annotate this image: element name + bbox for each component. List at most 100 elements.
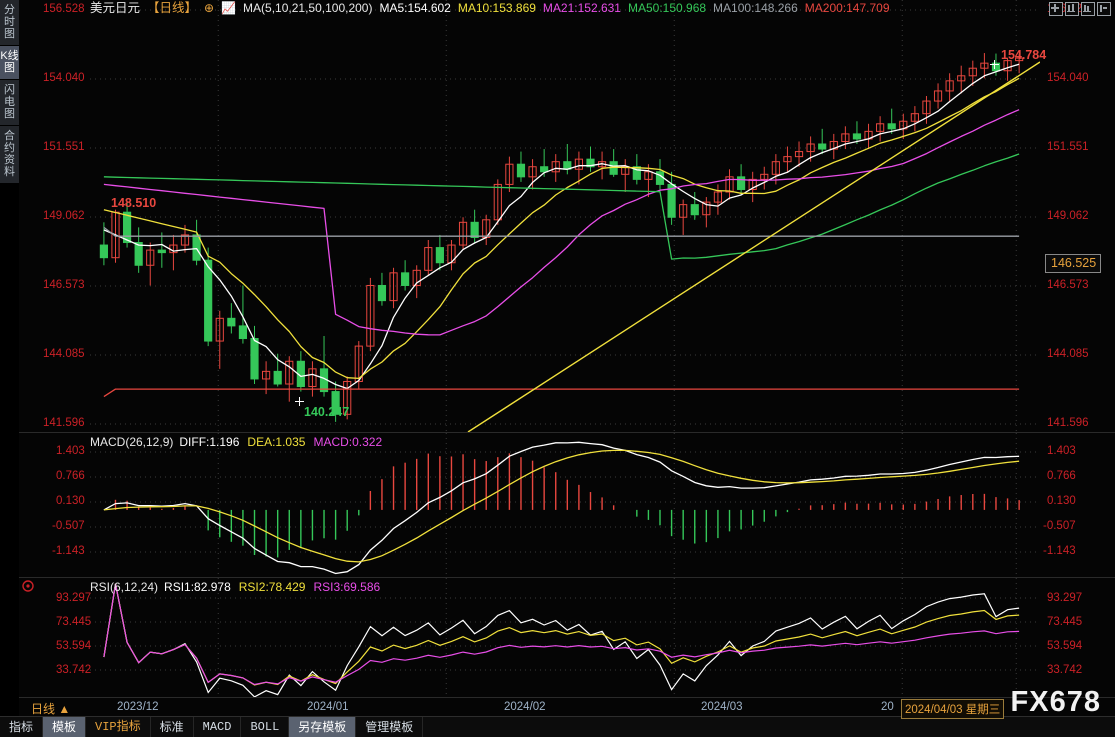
macd-ytick-right-1: 0.766 <box>1047 470 1076 482</box>
sidebar-label-minute-chart: 分时图 <box>4 4 15 40</box>
macd-ytick-left-3: -0.507 <box>52 520 85 532</box>
ma100-value: MA100:148.266 <box>713 1 798 15</box>
high-crosshair-icon <box>990 60 999 69</box>
toolbar-button-template[interactable]: 模板 <box>43 717 87 737</box>
price-ytick-left-0: 156.528 <box>43 3 85 15</box>
ma-indicator-title: MA(5,10,21,50,100,200) <box>243 1 373 15</box>
time-axis: 日线 ▲ 2023/12 2024/01 2024/02 2024/03 20 … <box>19 697 1115 719</box>
macd-pane[interactable]: MACD(26,12,9) DIFF:1.196 DEA:1.035 MACD:0.3… <box>19 432 1115 578</box>
ma21-value: MA21:152.631 <box>542 1 621 15</box>
sidebar-item-lightning-chart[interactable]: 闪电图 <box>0 80 19 126</box>
price-ytick-right-1: 154.040 <box>1047 72 1089 84</box>
rsi3-value: RSI3:69.586 <box>313 580 381 594</box>
toolbar-button-standard[interactable]: 标准 <box>151 717 194 737</box>
time-tick-1: 2024/01 <box>307 701 349 713</box>
macd-diff-value: DIFF:1.196 <box>179 435 240 449</box>
macd-ytick-right-0: 1.403 <box>1047 445 1076 457</box>
price-legend: 美元日元 【日线】 ⊕ 📈 MA(5,10,21,50,100,200) MA5:154.… <box>90 0 897 16</box>
macd-macd-value: MACD:0.322 <box>313 435 383 449</box>
price-plot[interactable] <box>90 0 1040 432</box>
move-crosshair-icon[interactable] <box>1049 2 1063 16</box>
price-ytick-left-4: 146.573 <box>43 279 85 291</box>
expand-right-icon[interactable] <box>1097 2 1111 16</box>
low-crosshair-icon <box>295 397 304 406</box>
macd-legend: MACD(26,12,9) DIFF:1.196 DEA:1.035 MACD:0.3… <box>90 435 382 449</box>
price-ytick-left-5: 144.085 <box>43 348 85 360</box>
toolbar-button-save-template[interactable]: 另存模板 <box>289 717 357 737</box>
time-tick-4: 20 <box>881 701 894 713</box>
rsi-ytick-left-3: 33.742 <box>56 664 92 676</box>
rsi2-value: RSI2:78.429 <box>238 580 306 594</box>
sidebar-item-k-line-chart[interactable]: K线图 <box>0 46 19 80</box>
sidebar-item-contract-info[interactable]: 合约资料 <box>0 126 19 184</box>
price-ytick-right-5: 144.085 <box>1047 348 1089 360</box>
watermark: FX678 <box>1010 686 1101 718</box>
crosshair-price-tag: 146.525 <box>1045 254 1102 273</box>
rsi-plot[interactable] <box>90 578 1040 698</box>
secondary-high-marker: 148.510 <box>111 196 157 210</box>
price-ytick-right-2: 151.551 <box>1047 141 1089 153</box>
ma200-value: MA200:147.709 <box>804 1 890 15</box>
ma5-value: MA5:154.602 <box>379 1 451 15</box>
sidebar: 分时图 K线图 闪电图 合约资料 <box>0 0 19 736</box>
macd-plot[interactable] <box>90 433 1040 578</box>
price-ytick-left-6: 141.596 <box>43 417 85 429</box>
rsi-ytick-right-2: 53.594 <box>1047 640 1083 652</box>
bottom-toolbar: 指标 模板 VIP指标 标准 MACD BOLL 另存模板 管理模板 <box>0 716 1115 737</box>
time-tick-0: 2023/12 <box>117 701 159 713</box>
sidebar-label-lightning-chart: 闪电图 <box>4 84 15 120</box>
rsi1-value: RSI1:82.978 <box>164 580 231 594</box>
rsi-legend: RSI(6,12,24) RSI1:82.978 RSI2:78.429 RSI3:6… <box>90 580 380 594</box>
period-indicator[interactable]: 日线 ▲ <box>31 702 71 716</box>
sidebar-item-minute-chart[interactable]: 分时图 <box>0 0 19 46</box>
sidebar-label-contract-info: 合约资料 <box>4 130 15 178</box>
price-ytick-left-2: 151.551 <box>43 141 85 153</box>
chart-tool-icons <box>1049 2 1111 16</box>
time-tick-3: 2024/03 <box>701 701 743 713</box>
macd-ytick-right-2: 0.130 <box>1047 495 1076 507</box>
symbol-name: 美元日元 <box>90 1 141 15</box>
macd-ytick-left-4: -1.143 <box>52 545 85 557</box>
macd-ytick-right-3: -0.507 <box>1043 520 1076 532</box>
toolbar-spacer <box>423 717 1115 737</box>
ma10-value: MA10:153.869 <box>457 1 536 15</box>
cursor-date-tag: 2024/04/03 星期三 <box>901 699 1005 719</box>
rsi-ytick-right-0: 93.297 <box>1047 592 1083 604</box>
rsi-ytick-left-2: 53.594 <box>56 640 92 652</box>
price-ytick-right-6: 141.596 <box>1047 417 1089 429</box>
sidebar-label-k-line-chart: K线图 <box>0 50 19 74</box>
macd-ytick-left-1: 0.766 <box>56 470 85 482</box>
toolbar-button-vip-indicator[interactable]: VIP指标 <box>86 717 151 737</box>
macd-title: MACD(26,12,9) <box>90 435 174 449</box>
rsi-ytick-right-1: 73.445 <box>1047 616 1083 628</box>
indicator-icon[interactable]: 📈 <box>221 1 237 15</box>
rsi-ytick-left-0: 93.297 <box>56 592 92 604</box>
price-ytick-left-3: 149.062 <box>43 210 85 222</box>
settings-icon[interactable]: ⊕ <box>204 1 215 15</box>
rsi-ytick-right-3: 33.742 <box>1047 664 1083 676</box>
rsi-title: RSI(6,12,24) <box>90 580 159 594</box>
price-ytick-right-4: 146.573 <box>1047 279 1089 291</box>
time-tick-2: 2024/02 <box>504 701 546 713</box>
macd-ytick-left-2: 0.130 <box>56 495 85 507</box>
macd-ytick-right-4: -1.143 <box>1043 545 1076 557</box>
price-pane[interactable]: 156.528 154.040 151.551 149.062 146.573 … <box>19 0 1115 432</box>
toolbar-button-macd[interactable]: MACD <box>194 717 242 737</box>
fit-vertical-icon[interactable] <box>1065 2 1079 16</box>
macd-dea-value: DEA:1.035 <box>247 435 306 449</box>
toolbar-button-manage-template[interactable]: 管理模板 <box>356 717 424 737</box>
high-price-marker: 154.784 <box>1001 48 1047 62</box>
chart-surface[interactable]: 美元日元 【日线】 ⊕ 📈 MA(5,10,21,50,100,200) MA5:154.… <box>19 0 1115 716</box>
toolbar-button-boll[interactable]: BOLL <box>241 717 290 737</box>
rsi-ytick-left-1: 73.445 <box>56 616 92 628</box>
rsi-alert-icon[interactable] <box>21 579 35 593</box>
macd-ytick-left-0: 1.403 <box>56 445 85 457</box>
toolbar-button-indicator[interactable]: 指标 <box>0 717 44 737</box>
period-label: 【日线】 <box>147 1 198 15</box>
low-price-marker: 140.247 <box>304 405 350 419</box>
price-ytick-right-3: 149.062 <box>1047 210 1089 222</box>
rsi-pane[interactable]: RSI(6,12,24) RSI1:82.978 RSI2:78.429 RSI3:6… <box>19 577 1115 698</box>
fit-horizontal-icon[interactable] <box>1081 2 1095 16</box>
price-ytick-left-1: 154.040 <box>43 72 85 84</box>
